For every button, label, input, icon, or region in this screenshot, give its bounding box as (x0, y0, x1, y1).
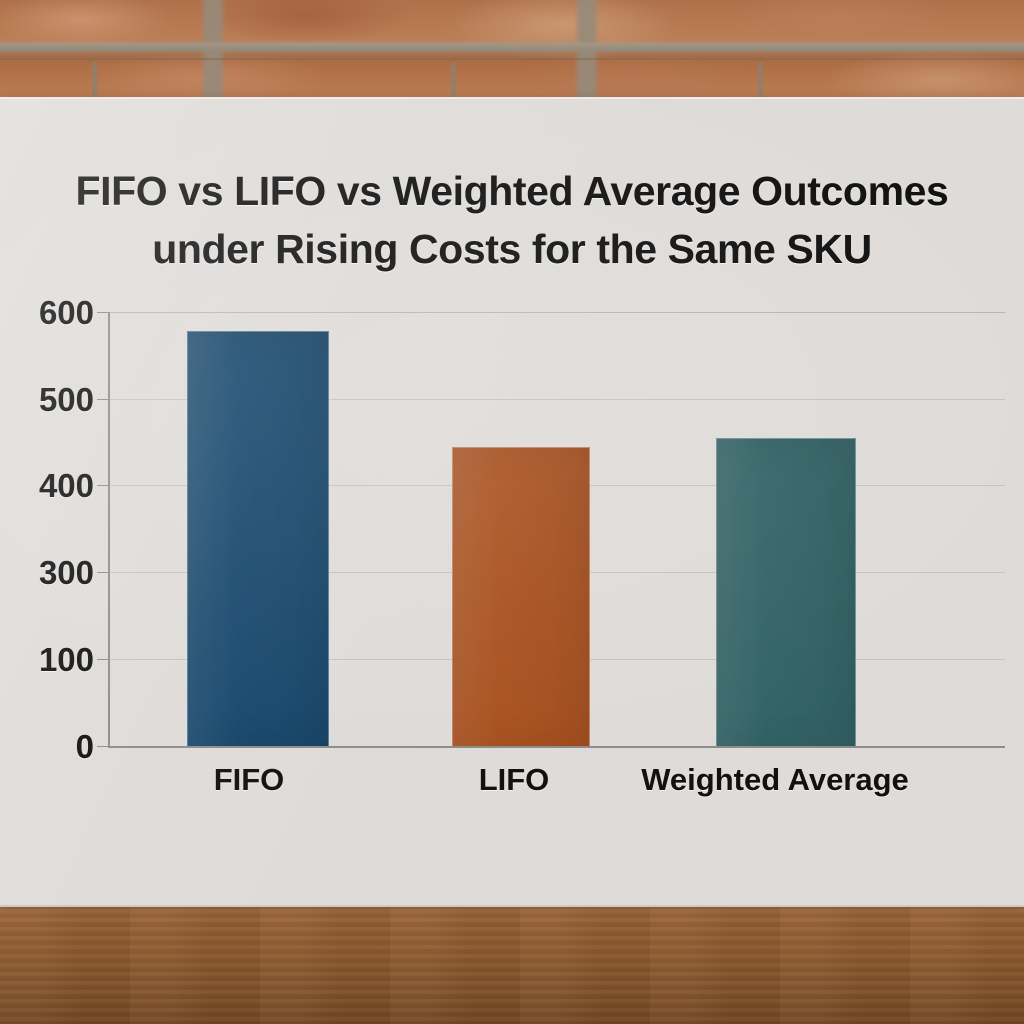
y-tick-label-300: 300 (38, 554, 94, 591)
y-axis-line (108, 312, 110, 747)
brick-wall-backdrop (0, 0, 1024, 100)
brick-joint (757, 62, 763, 100)
y-tick-mark (97, 572, 108, 573)
chart-panel: FIFO vs LIFO vs Weighted Average Outcome… (0, 97, 1024, 907)
x-tick-label-lifo: LIFO (478, 762, 550, 797)
brick-joint (450, 62, 456, 100)
bar-lifo[interactable] (452, 447, 590, 746)
chart-title: FIFO vs LIFO vs Weighted Average Outcome… (75, 168, 949, 273)
x-tick-label-fifo: FIFO (213, 762, 285, 797)
y-tick-label-500: 500 (38, 381, 94, 418)
wooden-surface-backdrop (0, 900, 1024, 1024)
gridline-500 (108, 399, 1005, 400)
y-tick-mark (97, 312, 108, 313)
plot-area (108, 312, 1005, 747)
brick-joint (92, 62, 98, 100)
y-tick-label-400: 400 (38, 467, 94, 504)
bar-fifo[interactable] (187, 331, 329, 746)
gridline-600 (108, 312, 1005, 313)
x-axis-line (108, 746, 1005, 748)
x-tick-label-weighted-average: Weighted Average (641, 762, 909, 797)
y-tick-mark (97, 399, 108, 400)
y-tick-mark (97, 659, 108, 660)
y-tick-mark (97, 746, 108, 747)
bar-weighted-average[interactable] (716, 437, 856, 747)
y-tick-label-0: 0 (75, 728, 94, 765)
y-tick-mark (97, 485, 108, 486)
y-tick-label-100: 100 (38, 641, 94, 678)
y-tick-label-600: 600 (38, 294, 94, 331)
